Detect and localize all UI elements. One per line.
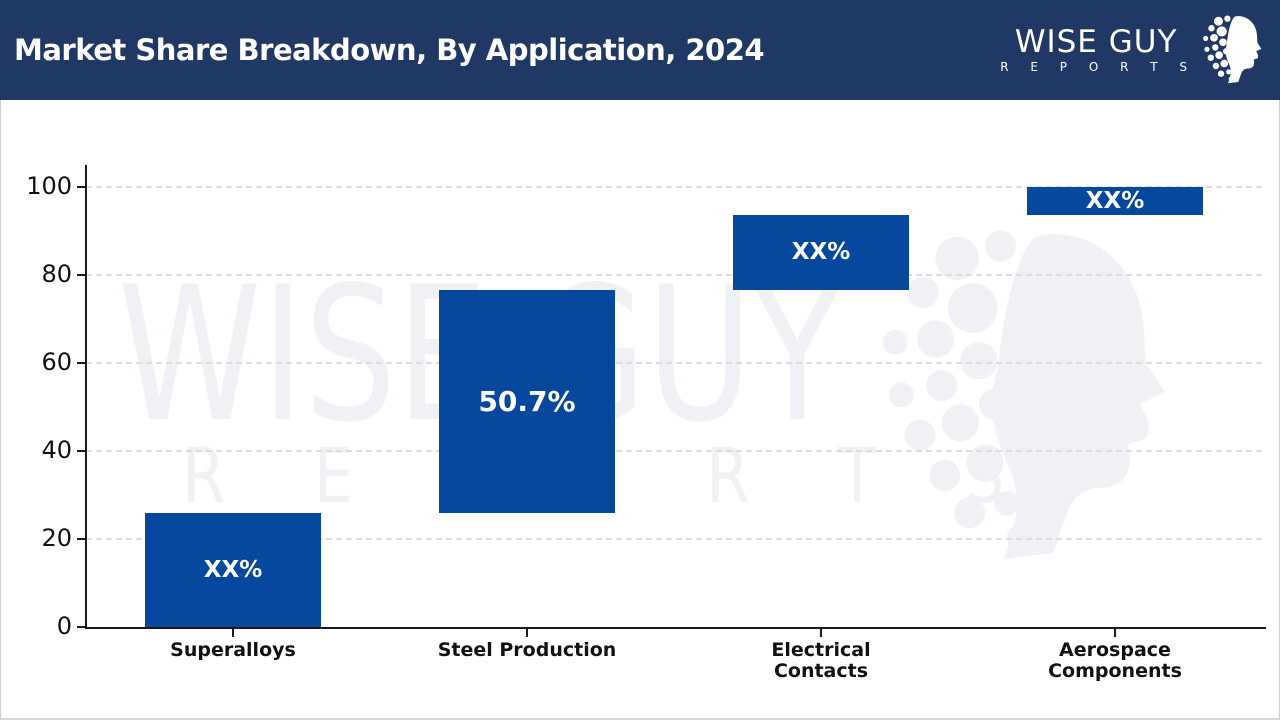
x-axis-category-label: Electrical Contacts: [771, 639, 871, 682]
y-axis-tick-label: 20: [41, 524, 72, 552]
y-axis-tick: [77, 362, 86, 364]
bar-aerospace-components: XX%: [1027, 187, 1203, 216]
bar-value-label: XX%: [791, 239, 851, 266]
page-title: Market Share Breakdown, By Application, …: [14, 33, 765, 67]
y-axis-tick: [77, 626, 86, 628]
y-axis-tick: [77, 186, 86, 188]
y-axis-tick-label: 40: [41, 436, 72, 464]
bar-value-label: XX%: [203, 556, 263, 583]
gridline-y-80: [86, 274, 1262, 276]
y-axis-tick-label: 60: [41, 348, 72, 376]
gridline-y-40: [86, 450, 1262, 452]
y-axis-tick-label: 0: [56, 612, 72, 640]
y-axis-tick-label: 80: [41, 260, 72, 288]
x-axis-category-label: Steel Production: [437, 639, 617, 661]
x-axis-category-label: Superalloys: [170, 639, 296, 661]
logo-wordmark: WISE GUY: [1014, 23, 1178, 60]
bar-electrical-contacts: XX%: [733, 215, 909, 290]
watermark-face-icon: [882, 230, 1165, 560]
x-axis-tick: [526, 629, 528, 637]
bar-steel-production: 50.7%: [439, 289, 615, 513]
x-axis-tick: [820, 629, 822, 637]
y-axis-tick: [77, 538, 86, 540]
y-axis-tick: [77, 450, 86, 452]
logo-text: WISE GUY R E P O R T S: [996, 26, 1196, 75]
y-axis-tick: [77, 274, 86, 276]
x-axis-tick: [232, 629, 234, 637]
wise-guy-reports-logo: WISE GUY R E P O R T S: [996, 12, 1262, 88]
gridline-y-100: [86, 186, 1262, 188]
header-bar: Market Share Breakdown, By Application, …: [0, 0, 1280, 100]
x-axis-category-label: Aerospace Components: [1048, 639, 1182, 682]
y-axis-line: [85, 165, 87, 629]
x-axis-line: [85, 627, 1266, 629]
bar-value-label: 50.7%: [478, 384, 576, 418]
y-axis-tick-label: 100: [26, 172, 72, 200]
gridline-y-60: [86, 362, 1262, 364]
x-axis-tick: [1114, 629, 1116, 637]
logo-subtitle: R E P O R T S: [1000, 60, 1196, 75]
bar-superalloys: XX%: [145, 512, 321, 627]
gridline-y-20: [86, 538, 1262, 540]
bar-value-label: XX%: [1085, 188, 1145, 215]
dotted-face-profile-icon: [1203, 15, 1262, 84]
